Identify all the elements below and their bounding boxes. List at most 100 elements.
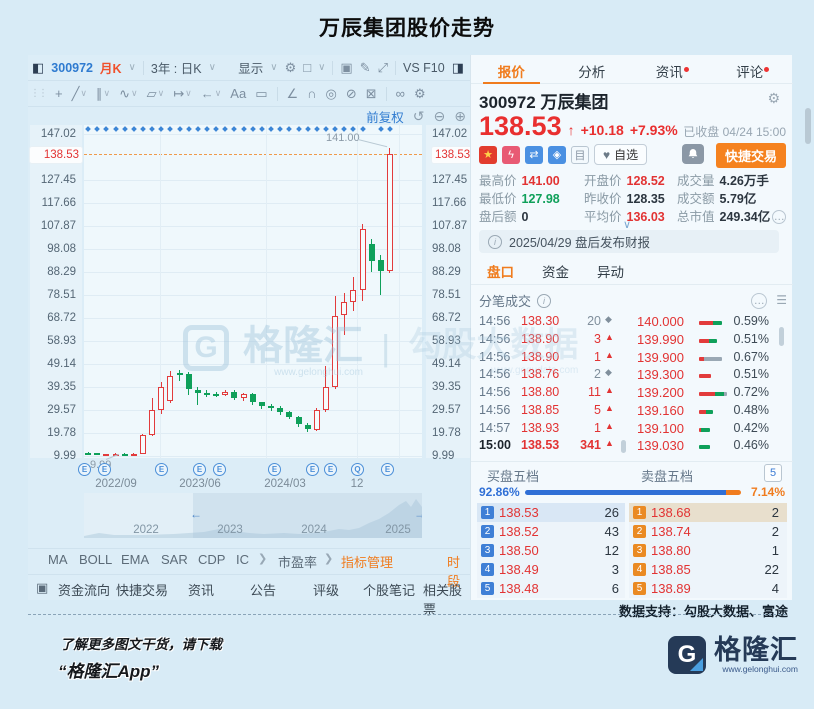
alert-bell-button[interactable] — [682, 144, 704, 164]
subtab-异动[interactable]: 异动 — [597, 265, 624, 280]
candle[interactable] — [313, 410, 320, 430]
tick-list-scrollbar[interactable] — [621, 440, 626, 453]
adjust-mode-link[interactable]: 前复权 — [366, 111, 404, 125]
event-marker-e[interactable]: E — [98, 463, 111, 476]
notice-bar[interactable]: i 2025/04/29 盘后发布财报 — [479, 230, 779, 253]
move-tool-icon[interactable]: + — [55, 86, 63, 101]
buy-depth-cell[interactable] — [477, 522, 625, 541]
indicator-ema[interactable]: EMA — [121, 552, 150, 567]
chart-settings-icon[interactable]: ⚙ — [284, 59, 297, 75]
event-marker-e[interactable]: E — [193, 463, 206, 476]
draw-icon[interactable]: ✎ — [359, 59, 371, 75]
display-menu[interactable]: 显示 — [238, 62, 264, 76]
event-marker-e[interactable]: E — [381, 463, 394, 476]
level-list-scrollbar[interactable] — [779, 327, 784, 346]
candle[interactable] — [277, 407, 284, 413]
trendline-tool-icon[interactable]: ╱ ∨ — [71, 85, 88, 101]
subtab-盘口[interactable]: 盘口 — [487, 265, 514, 280]
candle[interactable] — [286, 412, 293, 417]
pattern-tool-icon[interactable]: ▱ ∨ — [146, 85, 165, 101]
magnet-tool-icon[interactable]: ∩ — [307, 86, 317, 101]
event-marker-q[interactable]: Q — [351, 463, 364, 476]
candle[interactable] — [268, 405, 274, 408]
candle[interactable] — [359, 228, 366, 291]
arrow-tool-icon[interactable]: ← ∨ — [200, 86, 222, 101]
bottom-nav-个股笔记[interactable]: 个股笔记 — [363, 583, 416, 598]
measure-tool-icon[interactable]: ↦ ∨ — [173, 85, 192, 101]
event-marker-e[interactable]: E — [213, 463, 226, 476]
depth-level-button[interactable]: 5 — [764, 464, 782, 482]
subtab-资金[interactable]: 资金 — [542, 265, 569, 280]
buy-depth-cell[interactable] — [477, 541, 625, 560]
indicator-boll[interactable]: BOLL — [79, 552, 113, 567]
list-view-icon[interactable]: ☰ — [776, 292, 787, 307]
tab-分析[interactable]: 分析 — [578, 65, 606, 80]
gear-icon[interactable]: ⚙ — [767, 90, 780, 106]
period-select[interactable]: 月K — [100, 62, 122, 76]
candle[interactable] — [103, 454, 110, 457]
tab-报价[interactable]: 报价 — [471, 55, 552, 84]
undo-icon[interactable]: ↺ — [412, 108, 425, 124]
candle[interactable] — [368, 244, 375, 261]
sell-depth-cell[interactable] — [629, 522, 787, 541]
comment-tool-icon[interactable]: ▭ — [255, 85, 268, 101]
candle[interactable] — [85, 452, 91, 455]
right-panel-toggle-icon[interactable]: ◨ — [451, 59, 464, 75]
buy-depth-cell[interactable] — [477, 560, 625, 579]
layout-icon[interactable]: ▣ — [36, 580, 49, 595]
buy-depth-cell[interactable] — [477, 579, 625, 598]
candle[interactable] — [222, 391, 229, 395]
navigator-left-handle[interactable]: ← — [190, 507, 202, 521]
sell-depth-cell[interactable] — [629, 579, 787, 598]
candle[interactable] — [322, 386, 329, 411]
buy-depth-cell[interactable] — [477, 503, 625, 522]
bottom-nav-相关股票[interactable]: 相关股票 — [423, 583, 463, 617]
candle[interactable] — [167, 376, 174, 401]
candle[interactable] — [249, 394, 256, 403]
timeline-navigator[interactable]: ← → 2022 2023 2024 2025 — [84, 493, 422, 538]
candle[interactable] — [350, 290, 357, 303]
vs-f10-button[interactable]: VS F10 — [403, 60, 445, 75]
sell-depth-cell[interactable] — [629, 503, 787, 522]
tools-settings-icon[interactable]: ⚙ — [413, 85, 426, 101]
candle[interactable] — [304, 424, 311, 429]
candle[interactable] — [176, 372, 183, 376]
zoom-in-icon[interactable]: ⊕ — [454, 108, 466, 124]
angle-tool-icon[interactable]: ∠ — [286, 85, 299, 101]
candle[interactable] — [231, 391, 238, 399]
candle[interactable] — [341, 302, 348, 316]
candle[interactable] — [194, 389, 201, 393]
indicator-ic[interactable]: IC — [236, 552, 249, 567]
candle[interactable] — [203, 392, 210, 395]
more-icon[interactable]: … — [772, 210, 787, 224]
navigator-right-handle[interactable]: → — [414, 507, 422, 521]
candle[interactable] — [377, 259, 384, 272]
symbol-code[interactable]: 300972 — [51, 60, 94, 75]
link-tool-icon[interactable]: ∞ — [395, 86, 405, 101]
candle[interactable] — [139, 435, 146, 454]
candle[interactable] — [240, 394, 247, 399]
candlestick-plot[interactable] — [84, 125, 422, 458]
quick-trade-button[interactable]: 快捷交易 — [715, 143, 786, 168]
candle[interactable] — [332, 315, 339, 387]
candle[interactable] — [149, 409, 155, 435]
indicator-pe[interactable]: 市盈率 — [278, 555, 318, 570]
bottom-nav-资讯[interactable]: 资讯 — [188, 583, 215, 598]
event-marker-e[interactable]: E — [306, 463, 319, 476]
candle[interactable] — [295, 416, 302, 425]
visibility-tool-icon[interactable]: ◎ — [325, 85, 337, 101]
fullscreen-icon[interactable]: ⤢ — [377, 59, 389, 75]
navigator-selected-range[interactable] — [193, 493, 422, 538]
tab-评论[interactable]: 评论 — [713, 55, 794, 83]
chevron-right-icon[interactable]: ❯ — [258, 553, 268, 565]
wave-tool-icon[interactable]: ∿ ∨ — [119, 85, 138, 101]
indicator-sar[interactable]: SAR — [161, 552, 188, 567]
sell-depth-cell[interactable] — [629, 541, 787, 560]
candle[interactable] — [112, 453, 119, 456]
candle-style-icon[interactable]: □ — [303, 60, 312, 75]
channel-tool-icon[interactable]: ∥ ∨ — [96, 85, 111, 101]
event-marker-e[interactable]: E — [268, 463, 281, 476]
page-scrollbar[interactable] — [805, 108, 811, 144]
candle[interactable] — [213, 393, 220, 396]
chevron-right-icon[interactable]: ❯ — [324, 553, 334, 565]
